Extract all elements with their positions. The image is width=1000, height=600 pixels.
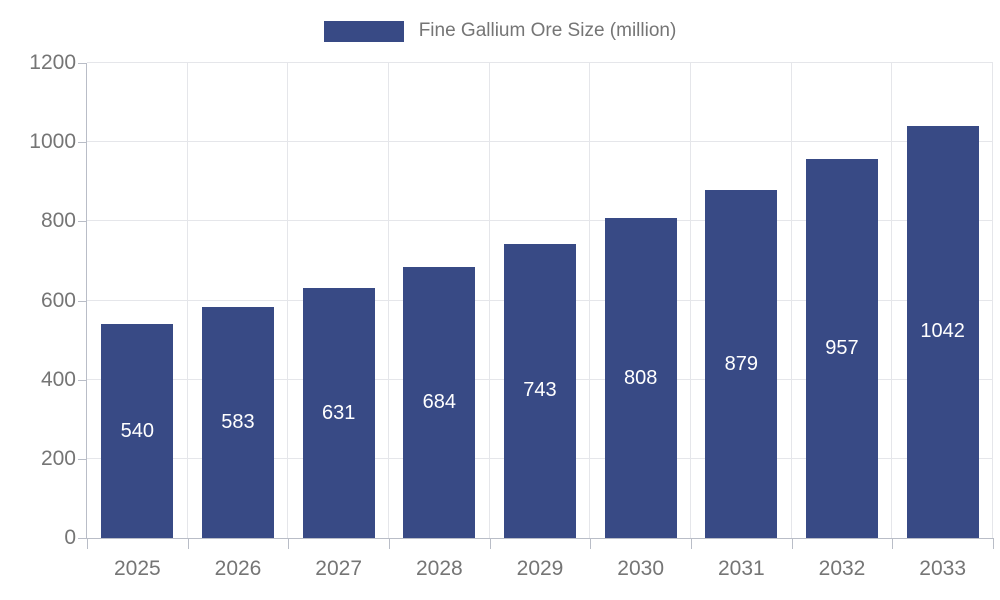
y-tick-label: 200 — [40, 446, 76, 470]
bar[interactable]: 631 — [302, 288, 375, 538]
x-tick-label: 2026 — [214, 557, 262, 580]
y-axis-tick — [78, 63, 87, 64]
y-tick-label: 600 — [40, 288, 76, 312]
bar[interactable]: 808 — [604, 218, 677, 538]
v-gridline — [891, 63, 893, 538]
legend-swatch — [323, 20, 404, 42]
bar-value-label: 631 — [321, 401, 356, 424]
x-axis-tick — [993, 539, 994, 549]
h-gridline — [87, 62, 993, 63]
y-axis-tick — [78, 379, 87, 381]
y-tick-label: 1200 — [29, 51, 76, 74]
bar-value-label: 743 — [523, 379, 557, 402]
x-axis-tick — [288, 539, 290, 549]
v-gridline — [992, 63, 993, 538]
x-axis-line — [87, 538, 994, 539]
x-tick-label: 2025 — [113, 557, 161, 580]
bar-value-label: 540 — [120, 419, 155, 442]
bar[interactable]: 743 — [504, 243, 576, 538]
legend-label: Fine Gallium Ore Size (million) — [418, 20, 677, 41]
bar-value-label: 684 — [422, 391, 457, 414]
y-tick-label: 0 — [64, 526, 76, 549]
bar[interactable]: 1042 — [906, 125, 979, 538]
bar-value-label: 957 — [825, 337, 859, 360]
h-gridline — [87, 141, 993, 143]
legend-item[interactable]: Fine Gallium Ore Size (million) — [0, 20, 1000, 42]
x-tick-label: 2032 — [818, 557, 866, 580]
x-axis-tick — [87, 539, 88, 549]
v-gridline — [488, 63, 490, 538]
v-gridline — [186, 63, 188, 538]
x-tick-label: 2027 — [315, 557, 363, 580]
x-axis-tick — [892, 539, 894, 549]
h-gridline — [87, 220, 993, 222]
bar[interactable]: 684 — [403, 267, 476, 538]
x-tick-label: 2028 — [415, 557, 463, 580]
v-gridline — [287, 63, 289, 538]
x-axis-tick — [590, 539, 592, 549]
bar[interactable]: 957 — [806, 159, 878, 538]
bar[interactable]: 583 — [202, 307, 274, 538]
y-axis-tick — [78, 538, 87, 539]
x-axis-tick — [389, 539, 390, 549]
y-tick-label: 800 — [40, 209, 76, 233]
bar[interactable]: 540 — [101, 324, 174, 538]
y-axis-tick — [78, 458, 87, 460]
v-gridline — [388, 63, 389, 538]
y-axis-tick — [78, 142, 87, 144]
bar-value-label: 1042 — [920, 320, 965, 343]
bar[interactable]: 879 — [705, 190, 778, 538]
plot-area: 540 583 631 684 743 808 879 957 1042 — [87, 62, 993, 538]
x-tick-label: 2029 — [516, 557, 564, 580]
x-axis-tick — [791, 539, 793, 549]
y-axis-tick — [78, 300, 87, 302]
x-tick-label: 2031 — [717, 557, 765, 580]
v-gridline — [790, 63, 792, 538]
bar-value-label: 879 — [724, 352, 759, 375]
y-tick-label: 1000 — [29, 130, 76, 154]
y-axis-tick — [78, 221, 87, 223]
v-gridline — [690, 63, 691, 538]
x-tick-label: 2030 — [617, 557, 665, 580]
bar-value-label: 808 — [623, 366, 658, 389]
x-tick-label: 2033 — [919, 557, 967, 580]
x-axis-tick — [489, 539, 491, 549]
x-axis-tick — [691, 539, 692, 549]
x-axis-tick — [187, 539, 189, 549]
y-tick-label: 400 — [40, 367, 76, 391]
bar-value-label: 583 — [221, 411, 255, 434]
v-gridline — [589, 63, 591, 538]
